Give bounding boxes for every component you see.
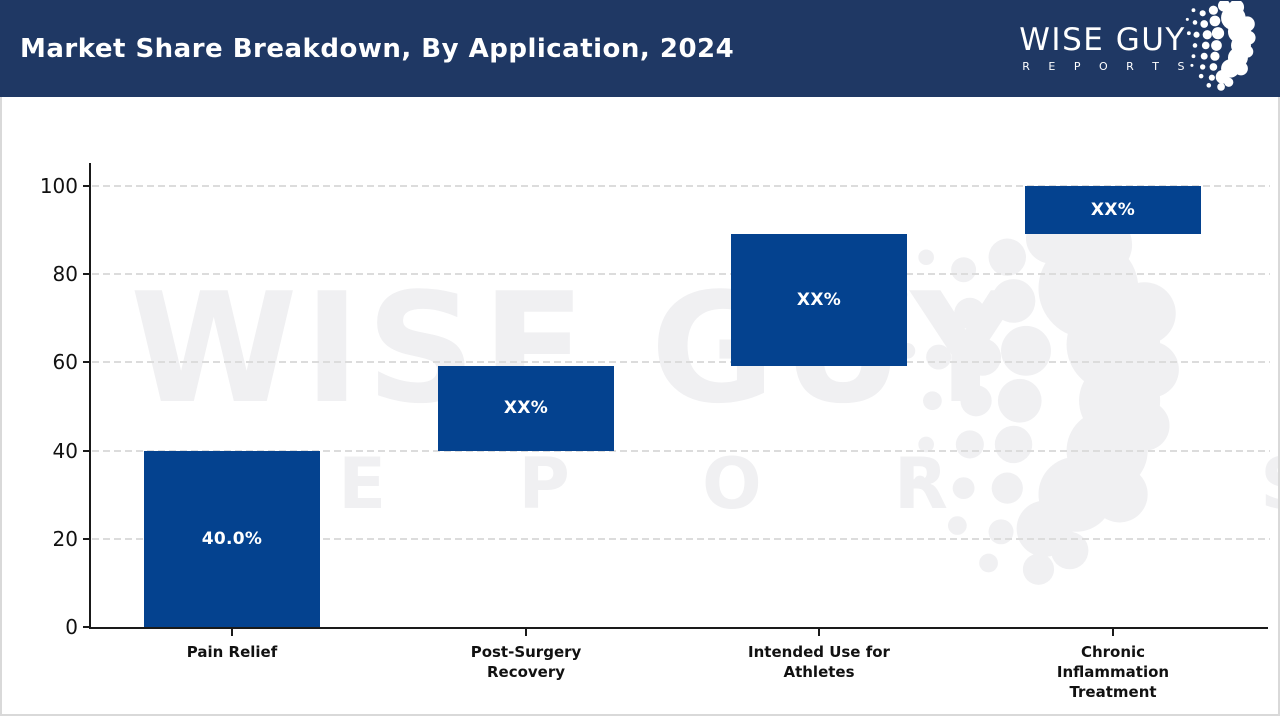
y-tick-mark xyxy=(83,449,90,452)
bar: XX% xyxy=(438,365,614,451)
x-category-label-line: Chronic xyxy=(1080,643,1146,661)
logo-subtext: R E P O R T S xyxy=(1022,59,1192,73)
x-category-label-line: Pain Relief xyxy=(186,643,278,661)
gridline xyxy=(92,449,1270,452)
x-category-label-line: Treatment xyxy=(1069,683,1157,701)
gridline xyxy=(92,273,1270,276)
chart-card: WISE GUY R E P O R T S 0 20 40 60 80 100 40.0%… xyxy=(0,97,1280,716)
x-tick-mark xyxy=(818,629,820,636)
x-axis-line xyxy=(89,627,1268,629)
x-category-label-line: Recovery xyxy=(486,663,566,681)
x-tick-mark xyxy=(525,629,527,636)
y-tick-label: 80 xyxy=(52,262,78,287)
x-category-label: Intended Use for Athletes xyxy=(689,642,949,682)
x-tick-mark xyxy=(231,629,233,636)
gridline xyxy=(92,537,1270,540)
x-category-label-line: Post-Surgery xyxy=(470,643,582,661)
bar-value-label: XX% xyxy=(796,289,842,310)
brand-logo: WISE GUY R E P O R T S xyxy=(1019,0,1260,93)
x-category-label: Chronic Inflammation Treatment xyxy=(983,642,1243,702)
bar: XX% xyxy=(731,233,907,366)
y-tick-label: 20 xyxy=(52,526,78,551)
x-category-label-line: Inflammation xyxy=(1056,663,1170,681)
y-tick-mark xyxy=(83,273,90,276)
x-category-label-line: Athletes xyxy=(783,663,855,681)
y-axis-line xyxy=(89,163,91,629)
bar-value-label: XX% xyxy=(503,398,549,419)
y-tick-mark xyxy=(83,185,90,187)
bar: XX% xyxy=(1025,186,1201,234)
page-title: Market Share Breakdown, By Application, … xyxy=(20,33,735,64)
y-tick-label: 40 xyxy=(52,438,78,463)
bar-value-label: XX% xyxy=(1090,199,1136,220)
face-dots-icon xyxy=(1185,0,1256,91)
gridline xyxy=(92,361,1270,364)
bar: 40.0% xyxy=(144,450,320,627)
gridline xyxy=(92,185,1270,187)
bar-value-label: 40.0% xyxy=(201,528,263,549)
logo-wordmark: WISE GUY xyxy=(1019,21,1186,58)
y-tick-mark xyxy=(83,361,90,364)
plot-area: 0 20 40 60 80 100 40.0% XX% XX% XX% Pain Relief Pos… xyxy=(2,97,1278,714)
brand-logo-text: WISE GUY R E P O R T S xyxy=(1019,21,1192,73)
x-category-label: Pain Relief xyxy=(102,642,362,662)
y-tick-label: 60 xyxy=(52,350,78,375)
y-tick-mark xyxy=(83,626,90,628)
x-category-label-line: Intended Use for xyxy=(748,643,890,661)
y-tick-label: 100 xyxy=(39,174,78,198)
x-tick-mark xyxy=(1112,629,1114,636)
x-category-label: Post-Surgery Recovery xyxy=(396,642,656,682)
header: Market Share Breakdown, By Application, … xyxy=(0,0,1280,97)
y-tick-mark xyxy=(83,537,90,540)
y-tick-label: 0 xyxy=(65,615,78,639)
